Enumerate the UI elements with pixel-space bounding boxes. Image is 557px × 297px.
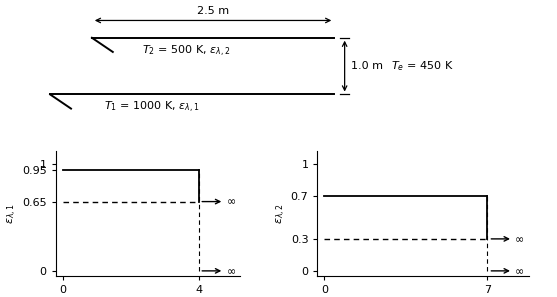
Text: $\infty$: $\infty$ <box>226 197 236 207</box>
Text: $\infty$: $\infty$ <box>515 234 525 244</box>
Text: $T_2$ = 500 K, $\varepsilon_{\lambda,2}$: $T_2$ = 500 K, $\varepsilon_{\lambda,2}$ <box>142 43 231 59</box>
Text: $\infty$: $\infty$ <box>226 266 236 276</box>
Y-axis label: $\varepsilon_{\lambda,2}$: $\varepsilon_{\lambda,2}$ <box>275 203 288 224</box>
Text: $T_1$ = 1000 K, $\varepsilon_{\lambda,1}$: $T_1$ = 1000 K, $\varepsilon_{\lambda,1}… <box>105 100 200 115</box>
Text: $\infty$: $\infty$ <box>515 266 525 276</box>
Text: 1.0 m: 1.0 m <box>351 61 383 71</box>
Text: 2.5 m: 2.5 m <box>197 6 229 16</box>
Text: $T_e$ = 450 K: $T_e$ = 450 K <box>390 59 453 73</box>
Y-axis label: $\varepsilon_{\lambda,1}$: $\varepsilon_{\lambda,1}$ <box>6 203 19 224</box>
